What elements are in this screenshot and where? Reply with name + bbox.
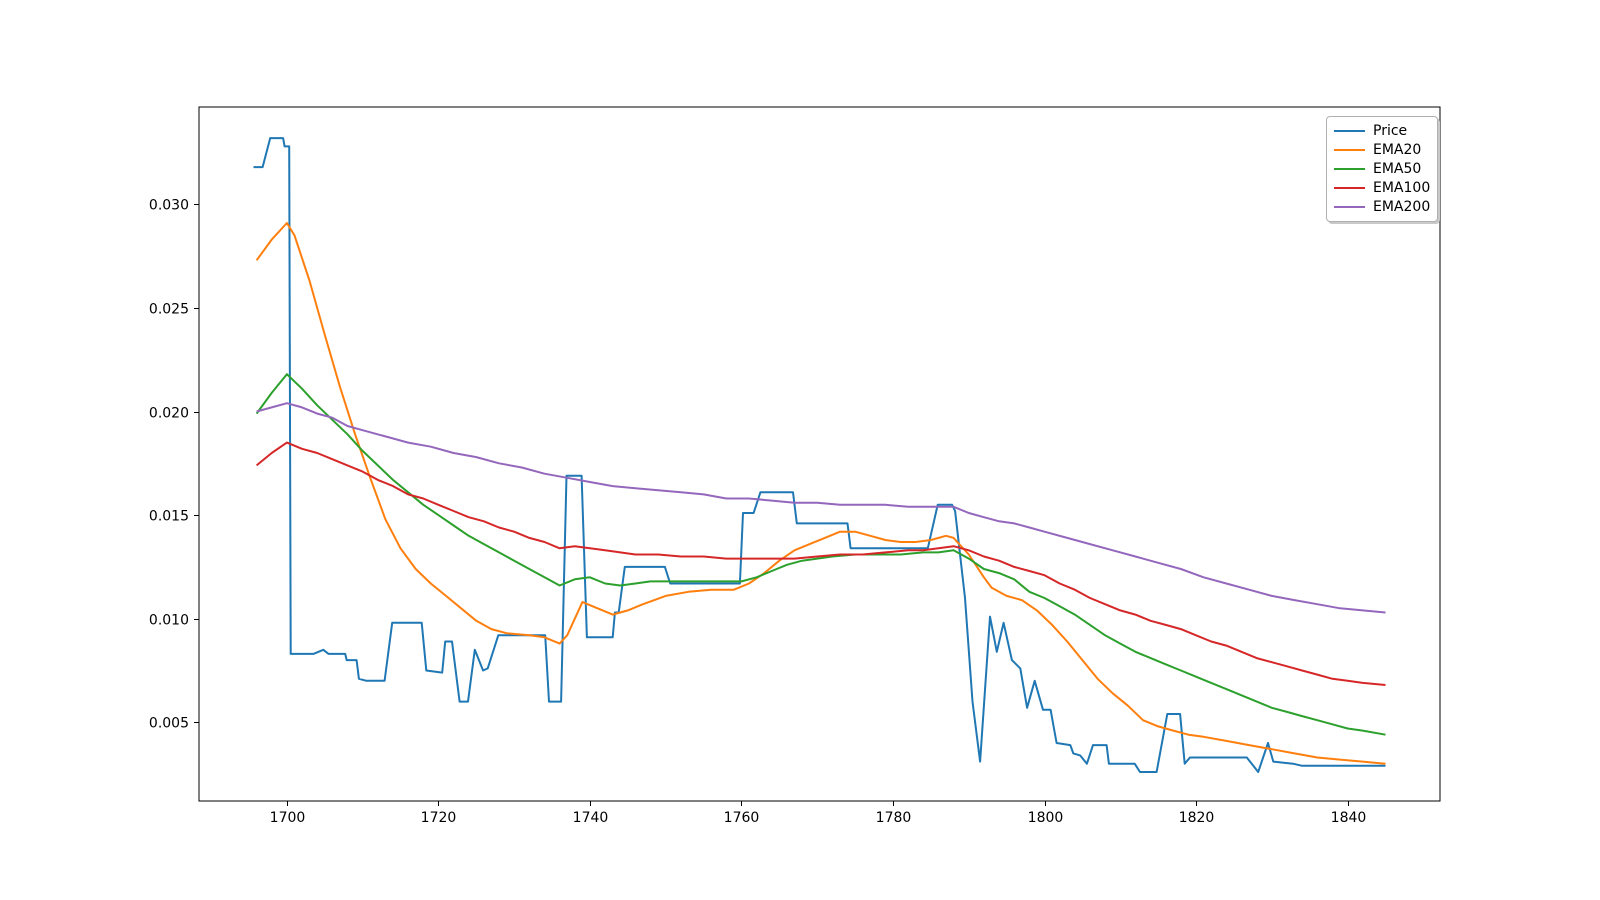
y-tick-label: 0.030 — [149, 198, 189, 214]
y-tick-label: 0.005 — [149, 716, 189, 732]
x-tick-label: 1740 — [573, 810, 609, 826]
x-tick-label: 1820 — [1179, 810, 1215, 826]
legend-label: EMA50 — [1373, 160, 1422, 177]
legend-line-swatch — [1334, 148, 1365, 151]
legend-item-price: Price — [1334, 124, 1430, 138]
legend-label: EMA20 — [1373, 141, 1422, 158]
x-tick-label: 1760 — [724, 810, 760, 826]
series-line-price — [253, 137, 1386, 773]
series-line-ema200 — [256, 402, 1386, 614]
legend-item-ema50: EMA50 — [1334, 162, 1430, 176]
legend: Price EMA20 EMA50 EMA100 EMA200 — [1326, 116, 1438, 222]
x-tick-label: 1840 — [1331, 810, 1367, 826]
series-line-ema50 — [255, 373, 1386, 736]
legend-line-swatch — [1334, 187, 1365, 190]
y-tick-label: 0.015 — [149, 509, 189, 525]
legend-line-swatch — [1334, 167, 1365, 170]
x-tick-label: 1800 — [1028, 810, 1064, 826]
series-line-ema20 — [255, 222, 1386, 765]
x-tick-label: 1720 — [421, 810, 457, 826]
x-tick-label: 1700 — [270, 810, 306, 826]
legend-label: EMA200 — [1373, 199, 1431, 216]
legend-item-ema100: EMA100 — [1334, 181, 1430, 195]
y-tick-label: 0.025 — [149, 302, 189, 318]
legend-label: Price — [1373, 122, 1408, 139]
y-tick-label: 0.020 — [149, 406, 189, 422]
x-tick-label: 1780 — [876, 810, 912, 826]
legend-line-swatch — [1334, 206, 1365, 209]
axes-spines — [198, 106, 1441, 802]
legend-item-ema20: EMA20 — [1334, 143, 1430, 157]
y-tick-label: 0.010 — [149, 613, 189, 629]
legend-line-swatch — [1334, 129, 1365, 132]
legend-item-ema200: EMA200 — [1334, 200, 1430, 214]
series-line-ema100 — [255, 441, 1386, 686]
legend-label: EMA100 — [1373, 180, 1431, 197]
